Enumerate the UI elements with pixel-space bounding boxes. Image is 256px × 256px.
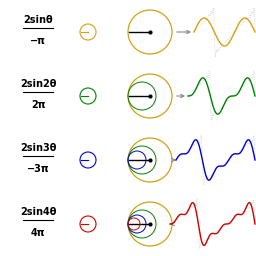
Text: 2π: 2π	[31, 100, 45, 110]
Text: 2sin4θ: 2sin4θ	[20, 207, 56, 217]
Text: 2sinθ: 2sinθ	[23, 15, 53, 25]
Text: 2sin3θ: 2sin3θ	[20, 143, 56, 153]
Text: 4π: 4π	[31, 228, 45, 238]
Text: 2sin2θ: 2sin2θ	[20, 79, 56, 89]
Text: −π: −π	[30, 36, 46, 46]
Text: −3π: −3π	[27, 164, 49, 174]
